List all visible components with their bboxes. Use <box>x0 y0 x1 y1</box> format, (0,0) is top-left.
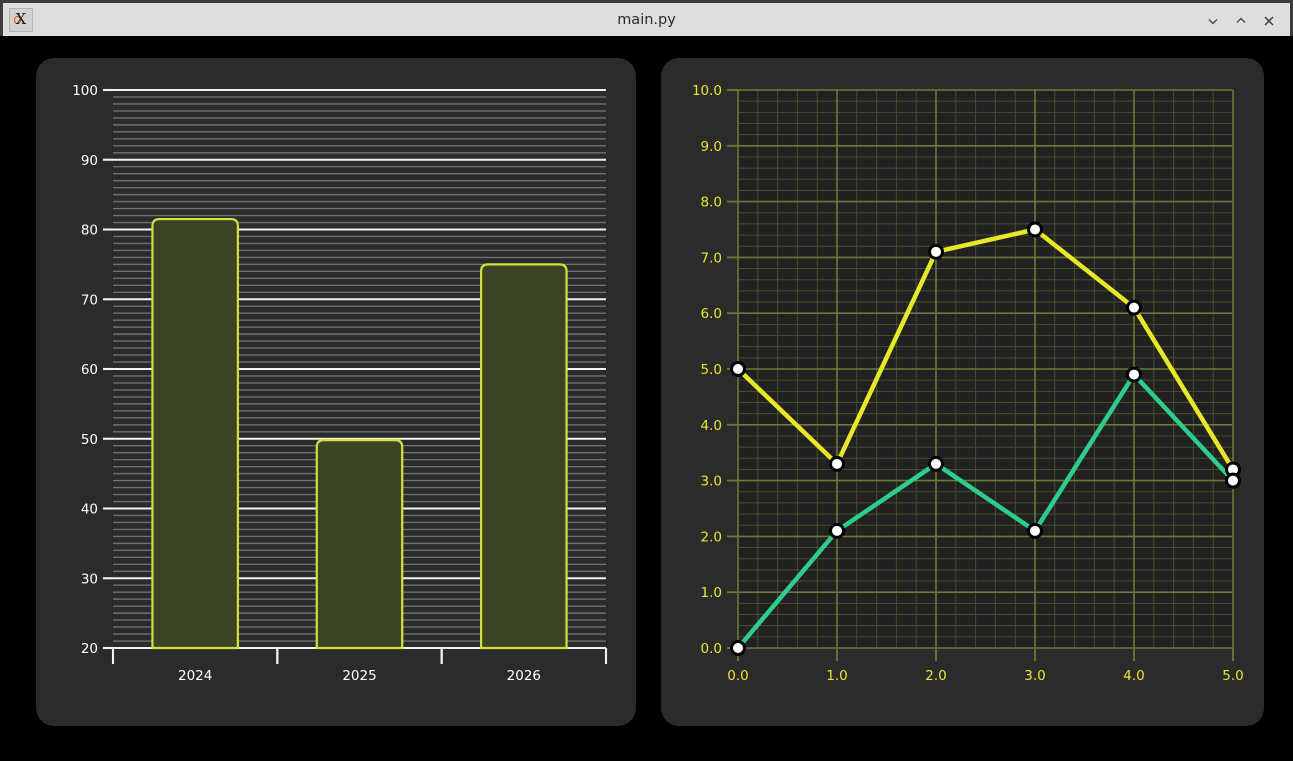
line-y-tick-label: 7.0 <box>701 250 722 266</box>
bar-y-tick-label: 60 <box>81 362 98 378</box>
bar-rect[interactable] <box>480 263 568 650</box>
line-y-tick-label: 9.0 <box>701 139 722 155</box>
line-data-marker[interactable] <box>829 522 845 539</box>
line-y-tick-label: 4.0 <box>701 418 722 434</box>
line-x-tick-label: 0.0 <box>727 668 748 684</box>
window-controls <box>1200 3 1282 39</box>
bar-y-tick-label: 40 <box>81 502 98 518</box>
bar-group[interactable] <box>151 217 239 650</box>
line-x-tick-label: 2.0 <box>925 668 946 684</box>
bar-x-tick-label: 2024 <box>178 668 212 684</box>
chevron-down-icon <box>1208 19 1218 25</box>
line-data-marker[interactable] <box>1126 299 1142 316</box>
line-data-marker[interactable] <box>1027 221 1043 238</box>
maximize-button[interactable] <box>1228 6 1254 36</box>
line-y-tick-label: 2.0 <box>701 529 722 545</box>
line-x-tick-label: 5.0 <box>1222 668 1243 684</box>
window-titlebar: X main.py <box>0 0 1293 36</box>
bar-y-tick-label: 100 <box>72 83 98 99</box>
line-series-series-yellow[interactable] <box>735 227 1236 472</box>
line-data-marker[interactable] <box>829 455 845 472</box>
window-title: main.py <box>617 11 676 28</box>
python-x-icon: X <box>9 7 33 32</box>
line-y-tick-label: 10.0 <box>692 83 722 99</box>
line-y-tick-label: 0.0 <box>701 641 722 657</box>
close-x-icon <box>1264 16 1274 26</box>
line-data-marker[interactable] <box>1225 472 1241 489</box>
line-y-tick-label: 5.0 <box>701 362 722 378</box>
bar-rect[interactable] <box>315 439 404 650</box>
line-chart[interactable]: 0.0 1.0 2.0 3.0 4.0 5.0 6.0 7.0 8.0 9.0 10.0 0.0 1.0… <box>661 58 1264 726</box>
line-data-marker[interactable] <box>1027 522 1043 539</box>
bar-y-tick-label: 20 <box>81 641 98 657</box>
bar-y-tick-label: 50 <box>81 432 98 448</box>
bar-group[interactable] <box>480 263 568 650</box>
bar-chart[interactable]: 20 30 40 50 60 70 80 90 100 2024 2025 2026 <box>36 58 636 726</box>
bar-x-tick-label: 2026 <box>507 668 541 684</box>
line-y-tick-label: 6.0 <box>701 306 722 322</box>
line-x-tick-label: 1.0 <box>826 668 847 684</box>
bar-rect[interactable] <box>151 217 239 650</box>
chevron-up-icon <box>1236 17 1246 23</box>
minimize-button[interactable] <box>1200 6 1226 36</box>
line-data-marker[interactable] <box>1126 366 1142 383</box>
line-data-marker[interactable] <box>928 455 944 472</box>
bar-y-tick-label: 70 <box>81 292 98 308</box>
line-chart-panel: 0.0 1.0 2.0 3.0 4.0 5.0 6.0 7.0 8.0 9.0 10.0 0.0 1.0… <box>661 58 1264 726</box>
line-y-tick-label: 1.0 <box>701 585 722 601</box>
bar-y-tick-label: 80 <box>81 223 98 239</box>
line-series-series-green[interactable] <box>735 372 1236 651</box>
line-data-marker[interactable] <box>928 243 944 260</box>
bar-x-tick-label: 2025 <box>342 668 376 684</box>
bar-y-tick-label: 30 <box>81 571 98 587</box>
line-data-marker[interactable] <box>730 640 746 656</box>
line-x-tick-label: 3.0 <box>1024 668 1045 684</box>
line-x-tick-label: 4.0 <box>1123 668 1144 684</box>
line-data-marker[interactable] <box>730 361 746 377</box>
line-y-tick-label: 8.0 <box>701 195 722 211</box>
window-content: 20 30 40 50 60 70 80 90 100 2024 2025 2026 0.0 1.0 2.… <box>3 36 1290 758</box>
bar-y-tick-label: 90 <box>81 153 98 169</box>
bar-group[interactable] <box>315 439 404 650</box>
close-button[interactable] <box>1256 6 1282 36</box>
bar-chart-panel: 20 30 40 50 60 70 80 90 100 2024 2025 2026 <box>36 58 636 726</box>
line-y-tick-label: 3.0 <box>701 474 722 490</box>
